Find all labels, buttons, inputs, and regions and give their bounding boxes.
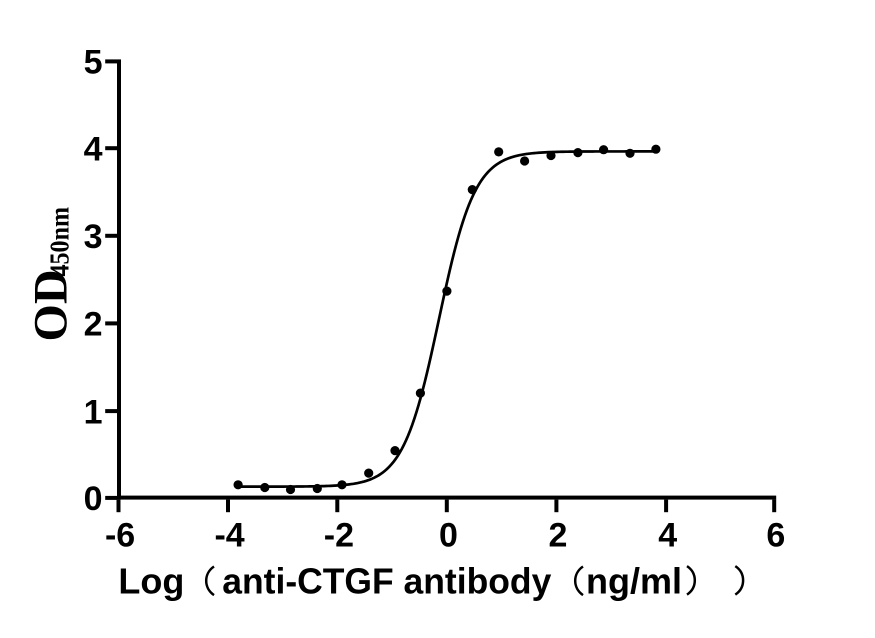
svg-text:0: 0 [84,480,103,518]
svg-text:-6: -6 [105,516,135,554]
svg-text:6: 6 [766,516,785,554]
svg-text:0: 0 [439,516,458,554]
svg-text:OD: OD [25,270,78,342]
svg-text:4: 4 [658,516,677,554]
svg-text:Log: Log [118,561,184,602]
svg-text:-4: -4 [214,516,244,554]
svg-text:anti-CTGF antibody: anti-CTGF antibody [222,561,551,602]
svg-text:2: 2 [84,306,103,344]
svg-text:ng/ml: ng/ml [586,561,682,602]
svg-text:4: 4 [84,130,103,168]
svg-text:3: 3 [84,218,103,256]
svg-text:1: 1 [84,393,103,431]
svg-text:5: 5 [84,44,103,82]
svg-text:450nm: 450nm [45,207,75,277]
svg-text:-2: -2 [324,516,354,554]
svg-text:2: 2 [549,516,568,554]
